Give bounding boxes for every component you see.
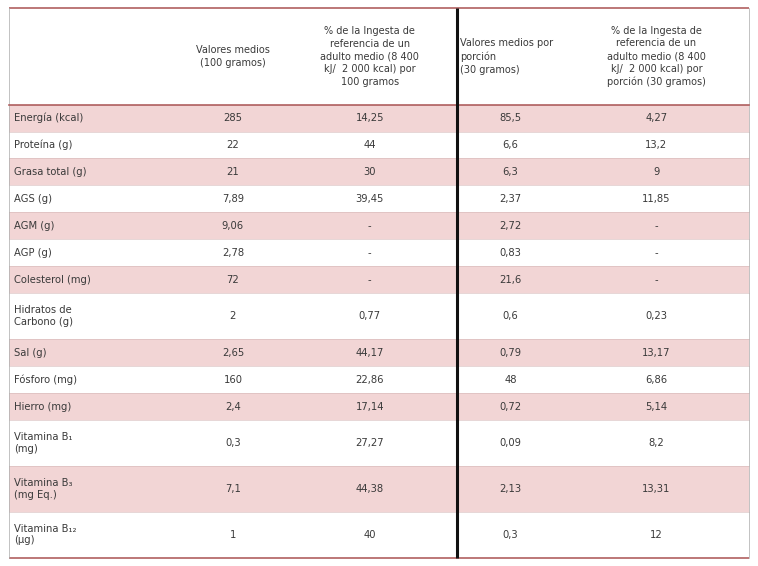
Bar [9, 293, 749, 339]
Text: Energía (kcal): Energía (kcal) [14, 113, 83, 123]
Bar [9, 393, 749, 420]
Text: -: - [368, 275, 371, 285]
Text: 22: 22 [227, 140, 240, 150]
Bar [9, 420, 749, 466]
Text: 0,09: 0,09 [500, 438, 522, 448]
Text: Fósforo (mg): Fósforo (mg) [14, 374, 77, 385]
Text: 13,17: 13,17 [642, 348, 671, 358]
Bar [9, 512, 749, 558]
Text: -: - [368, 248, 371, 258]
Text: Colesterol (mg): Colesterol (mg) [14, 275, 90, 285]
Bar [9, 339, 749, 366]
Text: 21,6: 21,6 [500, 275, 522, 285]
Text: Proteína (g): Proteína (g) [14, 140, 72, 150]
Text: % de la Ingesta de
referencia de un
adulto medio (8 400
kJ/  2 000 kcal) por
por: % de la Ingesta de referencia de un adul… [607, 25, 706, 88]
Text: 72: 72 [227, 275, 240, 285]
Text: 6,6: 6,6 [503, 140, 518, 150]
Text: 17,14: 17,14 [356, 401, 384, 411]
Text: AGM (g): AGM (g) [14, 221, 54, 231]
Text: 30: 30 [364, 167, 376, 177]
Text: 27,27: 27,27 [356, 438, 384, 448]
Text: 13,2: 13,2 [645, 140, 668, 150]
Text: 44: 44 [364, 140, 376, 150]
Text: 0,23: 0,23 [645, 311, 668, 321]
Text: 22,86: 22,86 [356, 375, 384, 384]
Bar [9, 105, 749, 131]
Text: Valores medios por
porción
(30 gramos): Valores medios por porción (30 gramos) [460, 38, 553, 75]
Bar [9, 239, 749, 267]
Text: 44,38: 44,38 [356, 484, 384, 494]
Text: 21: 21 [227, 167, 240, 177]
Text: -: - [655, 275, 658, 285]
Text: % de la Ingesta de
referencia de un
adulto medio (8 400
kJ/  2 000 kcal) por
100: % de la Ingesta de referencia de un adul… [321, 26, 419, 87]
Bar [9, 366, 749, 393]
Text: Hierro (mg): Hierro (mg) [14, 401, 71, 411]
Text: 6,3: 6,3 [503, 167, 518, 177]
Text: 2,72: 2,72 [500, 221, 522, 231]
Text: 2,37: 2,37 [500, 194, 522, 204]
Text: 7,1: 7,1 [225, 484, 241, 494]
Text: 4,27: 4,27 [645, 113, 668, 123]
Text: 160: 160 [224, 375, 243, 384]
Text: Vitamina B₃
(mg Eq.): Vitamina B₃ (mg Eq.) [14, 478, 72, 500]
Text: 2,78: 2,78 [222, 248, 244, 258]
Text: 0,77: 0,77 [359, 311, 381, 321]
Text: Valores medios
(100 gramos): Valores medios (100 gramos) [196, 45, 270, 68]
Text: 9: 9 [653, 167, 659, 177]
Text: Grasa total (g): Grasa total (g) [14, 167, 86, 177]
Text: 11,85: 11,85 [642, 194, 671, 204]
Text: 0,3: 0,3 [503, 530, 518, 539]
Text: Vitamina B₁₂
(μg): Vitamina B₁₂ (μg) [14, 524, 76, 546]
Bar [9, 186, 749, 212]
Text: 285: 285 [224, 113, 243, 123]
Bar [9, 466, 749, 512]
Bar [9, 267, 749, 293]
Text: Sal (g): Sal (g) [14, 348, 46, 358]
Text: 48: 48 [504, 375, 516, 384]
Text: 6,86: 6,86 [645, 375, 668, 384]
Text: 44,17: 44,17 [356, 348, 384, 358]
Text: 2,13: 2,13 [500, 484, 522, 494]
Text: 2,4: 2,4 [225, 401, 241, 411]
Text: 14,25: 14,25 [356, 113, 384, 123]
Text: Hidratos de
Carbono (g): Hidratos de Carbono (g) [14, 306, 73, 327]
Text: 0,6: 0,6 [503, 311, 518, 321]
Bar [9, 131, 749, 158]
Text: -: - [368, 221, 371, 231]
Text: 5,14: 5,14 [645, 401, 668, 411]
Bar [9, 212, 749, 239]
Text: 13,31: 13,31 [642, 484, 671, 494]
Text: -: - [655, 221, 658, 231]
Text: 0,72: 0,72 [500, 401, 522, 411]
Text: 7,89: 7,89 [222, 194, 244, 204]
Text: 9,06: 9,06 [222, 221, 244, 231]
Text: 0,3: 0,3 [225, 438, 241, 448]
Text: 2,65: 2,65 [222, 348, 244, 358]
Text: 8,2: 8,2 [649, 438, 664, 448]
Text: 12: 12 [650, 530, 662, 539]
Text: 40: 40 [364, 530, 376, 539]
Text: AGP (g): AGP (g) [14, 248, 52, 258]
Text: -: - [655, 248, 658, 258]
Bar [9, 158, 749, 186]
Text: AGS (g): AGS (g) [14, 194, 52, 204]
Text: 0,83: 0,83 [500, 248, 522, 258]
Text: Vitamina B₁
(mg): Vitamina B₁ (mg) [14, 432, 72, 454]
Bar [9, 8, 749, 105]
Text: 1: 1 [230, 530, 236, 539]
Text: 39,45: 39,45 [356, 194, 384, 204]
Text: 0,79: 0,79 [500, 348, 522, 358]
Text: 2: 2 [230, 311, 236, 321]
Text: 85,5: 85,5 [500, 113, 522, 123]
